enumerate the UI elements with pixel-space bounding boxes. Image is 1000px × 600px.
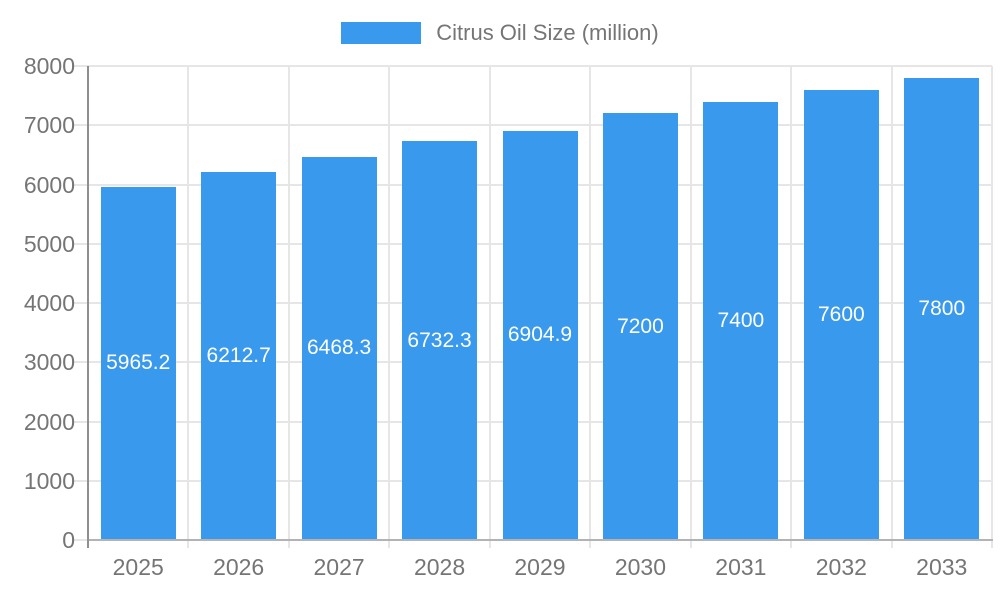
bar-2027: 6468.3 [301,156,377,540]
bar-2028: 6732.3 [402,141,478,540]
x-axis-tick-label: 2027 [313,554,365,580]
bar-2025: 5965.2 [100,186,176,540]
y-axis-tick [72,302,88,304]
bar-value-label: 7400 [717,308,765,332]
x-gridline [991,66,993,548]
bar-value-label: 7600 [817,302,865,326]
x-axis-tick-label: 2025 [112,554,164,580]
x-gridline [790,66,793,548]
y-axis-tick [72,420,88,423]
bar-value-label: 7800 [918,296,966,320]
y-axis-tick [72,242,88,245]
bar-2030: 7200 [602,113,678,540]
bar-2031: 7400 [703,101,779,540]
x-axis-tick-label: 2032 [815,554,867,580]
y-axis-tick-label: 7000 [23,112,75,139]
x-gridline [589,66,592,548]
bar-2032: 7600 [803,89,879,540]
x-gridline [488,66,491,548]
x-gridline [187,66,190,548]
x-axis-tick-label: 2033 [916,554,968,580]
y-gridline [88,124,992,127]
bar-value-label: 6468.3 [306,336,372,360]
y-axis: 0 1000 2000 3000 4000 5000 6000 7000 8000 [0,53,88,553]
bar-2029: 6904.9 [502,130,578,540]
y-axis-tick [72,124,88,127]
x-gridline [287,66,290,548]
x-gridline [689,66,692,548]
y-axis-line [87,66,89,548]
legend[interactable]: Citrus Oil Size (million) [0,20,1000,46]
y-axis-tick-label: 5000 [23,230,75,257]
legend-swatch-icon [341,22,422,44]
bar-value-label: 6732.3 [407,328,472,352]
y-axis-tick-label: 6000 [23,171,75,198]
y-axis-tick-label: 2000 [23,408,75,435]
y-axis-tick-label: 3000 [23,349,75,376]
y-axis-tick-label: 8000 [23,53,75,79]
bar-value-label: 7200 [617,314,664,338]
x-gridline [890,66,893,548]
x-axis-tick-label: 2029 [514,554,566,580]
y-axis-tick [72,539,88,541]
y-axis-tick [72,183,88,186]
y-axis-tick-label: 0 [62,527,75,553]
y-gridline [88,65,992,67]
y-axis-tick [72,479,88,482]
y-axis-tick [72,361,88,364]
bar-value-label: 6904.9 [507,323,573,347]
bar-2033: 7800 [904,77,980,540]
bar-value-label: 5965.2 [106,351,171,375]
plot-area: 5965.2 6212.7 6468.3 6732.3 6904.9 7200 7400 76… [87,65,993,548]
bar-value-label: 6212.7 [206,343,271,367]
x-axis-line [87,539,993,541]
x-axis-tick-label: 2028 [413,554,466,580]
x-axis-tick-label: 2031 [715,554,767,580]
y-axis-tick-label: 4000 [23,290,75,316]
x-axis: 2025 2026 2027 2028 2029 2030 2031 2032 2033 [88,552,992,592]
legend-label: Citrus Oil Size (million) [436,20,659,45]
y-axis-tick [72,65,88,67]
y-axis-tick-label: 1000 [23,467,75,494]
x-axis-tick-label: 2026 [213,554,265,580]
x-gridline [388,66,391,548]
bar-2026: 6212.7 [201,171,277,540]
x-axis-tick-label: 2030 [614,554,667,580]
